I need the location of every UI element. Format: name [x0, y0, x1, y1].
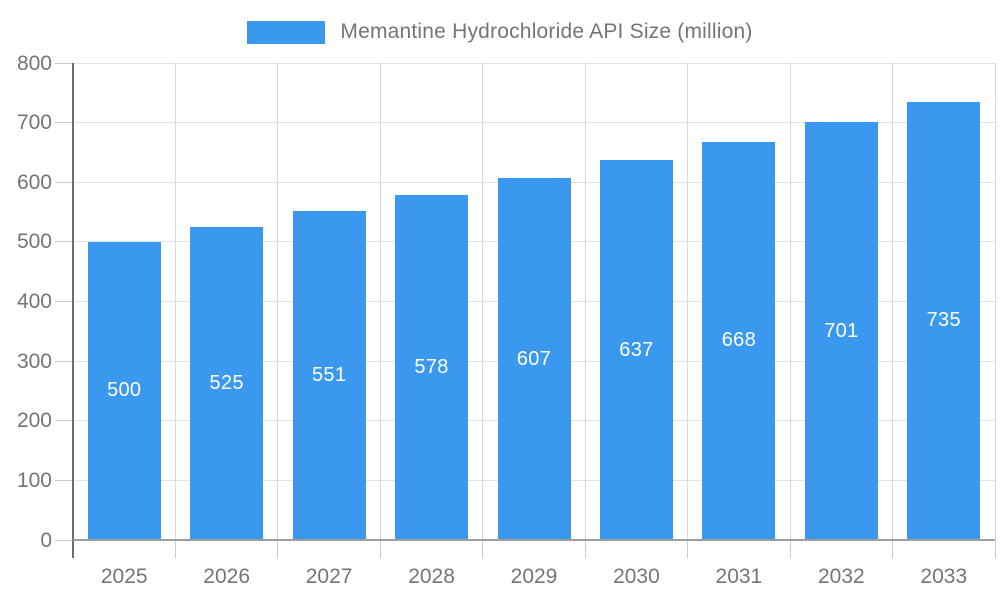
- legend-item[interactable]: Memantine Hydrochloride API Size (millio…: [247, 20, 752, 44]
- bar: 668: [702, 141, 776, 540]
- x-tick-label: 2033: [920, 565, 968, 588]
- y-tick-label: 300: [16, 349, 52, 373]
- y-tick: [55, 539, 73, 541]
- x-tick-label: 2026: [203, 565, 251, 588]
- bar: 607: [497, 178, 571, 540]
- y-tick-label: 500: [16, 230, 52, 254]
- x-tick-label: 2030: [613, 565, 660, 588]
- x-tick-label: 2029: [510, 565, 558, 588]
- bar: 500: [87, 241, 161, 540]
- x-gridline: [482, 63, 484, 540]
- bar-value-label: 525: [209, 371, 244, 394]
- y-tick: [55, 360, 73, 362]
- x-tick-label: 2032: [817, 565, 865, 588]
- bar: 701: [804, 122, 878, 540]
- bar-value-label: 668: [721, 329, 757, 352]
- x-tick: [174, 540, 176, 558]
- x-gridline: [379, 63, 381, 540]
- x-gridline: [687, 63, 689, 540]
- x-gridline: [174, 63, 176, 540]
- x-tick-label: 2027: [305, 565, 353, 588]
- legend-label: Memantine Hydrochloride API Size (millio…: [340, 20, 753, 43]
- x-tick: [994, 540, 996, 558]
- y-tick: [55, 301, 73, 302]
- x-gridline: [789, 63, 791, 540]
- y-tick-label: 400: [16, 290, 52, 313]
- x-tick: [892, 540, 894, 558]
- bar-value-label: 607: [516, 347, 552, 370]
- x-tick: [789, 540, 791, 558]
- y-tick: [55, 122, 73, 124]
- x-tick: [584, 540, 586, 558]
- x-tick: [277, 540, 279, 558]
- x-axis-line: [73, 539, 995, 541]
- y-tick: [55, 181, 73, 183]
- bar-value-label: 551: [311, 364, 347, 387]
- y-axis-line: [72, 63, 74, 558]
- x-tick-label: 2031: [715, 565, 763, 588]
- bar: 735: [907, 101, 981, 540]
- y-tick-label: 700: [16, 111, 52, 135]
- x-tick: [687, 540, 689, 558]
- bar-value-label: 701: [824, 319, 859, 342]
- y-tick-label: 100: [16, 468, 52, 492]
- x-tick-label: 2025: [100, 565, 148, 588]
- chart-legend: Memantine Hydrochloride API Size (millio…: [0, 12, 1000, 52]
- y-gridline: [73, 122, 995, 124]
- y-tick: [55, 420, 73, 422]
- bar-value-label: 637: [619, 338, 654, 361]
- y-tick: [55, 62, 73, 64]
- y-tick-label: 800: [16, 51, 52, 75]
- bar: 525: [190, 226, 264, 540]
- y-tick-label: 600: [16, 170, 52, 194]
- y-tick-label: 200: [16, 409, 52, 433]
- bar-value-label: 578: [414, 356, 449, 379]
- bar-value-label: 735: [926, 309, 961, 332]
- x-gridline: [892, 63, 894, 540]
- legend-swatch: [247, 20, 326, 44]
- y-gridline: [73, 62, 995, 64]
- y-tick-label: 0: [40, 528, 52, 552]
- x-tick-label: 2028: [408, 565, 455, 588]
- bar: 578: [395, 195, 469, 540]
- bar: 637: [599, 160, 673, 540]
- bar-value-label: 500: [107, 379, 142, 402]
- y-tick: [55, 479, 73, 481]
- x-tick: [379, 540, 381, 558]
- x-gridline: [277, 63, 279, 540]
- y-tick: [55, 241, 73, 243]
- x-tick: [482, 540, 484, 558]
- bar: 551: [292, 211, 366, 540]
- x-gridline: [584, 63, 586, 540]
- x-gridline: [994, 63, 996, 540]
